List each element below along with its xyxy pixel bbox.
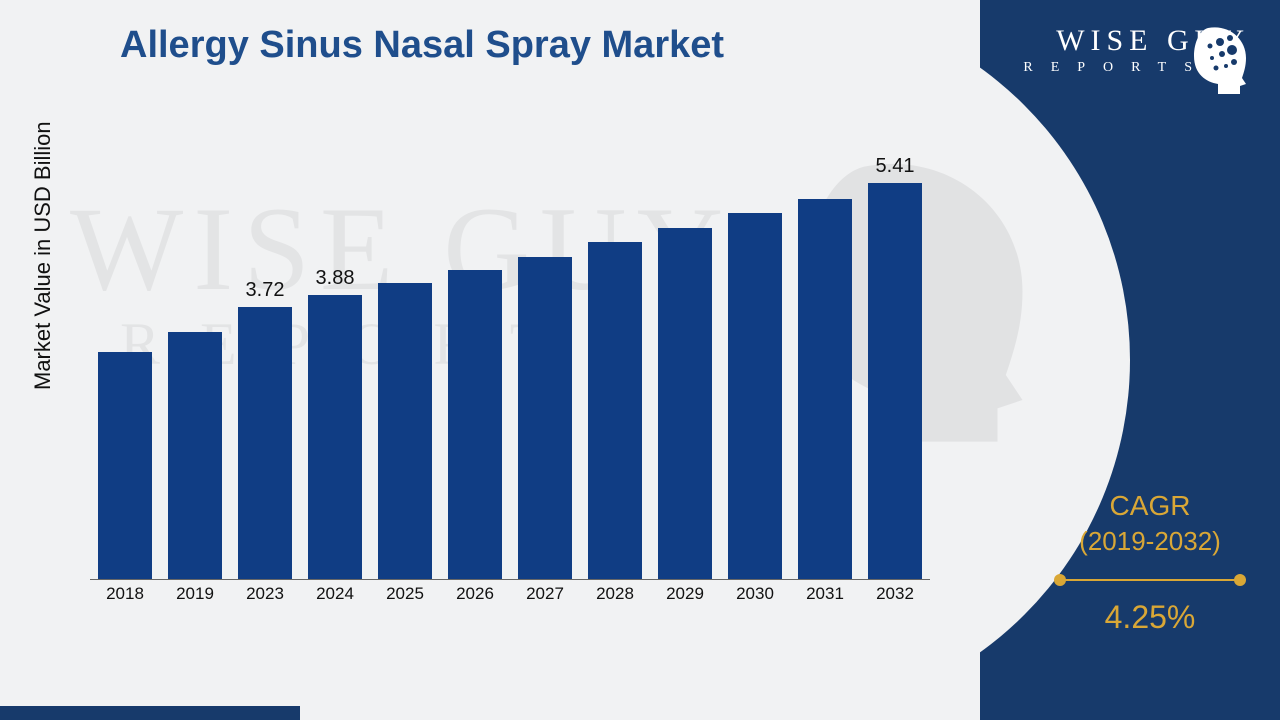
- bar: [658, 228, 712, 579]
- bar-value-label: 3.72: [246, 279, 285, 302]
- bar-rect: [658, 228, 712, 579]
- bar: [518, 257, 572, 579]
- brand-logo: WISE GUY REPORTS: [1000, 24, 1250, 104]
- bar: [798, 199, 852, 579]
- x-tick: 2028: [588, 584, 642, 604]
- x-tick: 2023: [238, 584, 292, 604]
- x-tick: 2024: [308, 584, 362, 604]
- bar: 3.72: [238, 307, 292, 579]
- bar-chart: Market Value in USD Billion 3.723.885.41…: [30, 140, 950, 670]
- x-tick: 2032: [868, 584, 922, 604]
- bar: 3.88: [308, 295, 362, 579]
- bar: [378, 283, 432, 579]
- x-tick: 2025: [378, 584, 432, 604]
- bar-rect: [238, 307, 292, 579]
- x-tick-labels: 2018 2019 2023 2024 2025 2026 2027 2028 2029 2030…: [90, 584, 930, 604]
- chart-title: Allergy Sinus Nasal Spray Market: [120, 24, 724, 67]
- cagr-years: (2019-2032): [1020, 526, 1280, 557]
- bar-value-label: 3.88: [316, 267, 355, 290]
- x-tick: 2030: [728, 584, 782, 604]
- bar: [728, 213, 782, 579]
- head-icon: [1188, 24, 1250, 96]
- bar-rect: [98, 352, 152, 579]
- x-tick: 2018: [98, 584, 152, 604]
- bar-rect: [378, 283, 432, 579]
- bars-container: 3.72 3.88 5.41: [90, 140, 930, 579]
- bar-rect: [518, 257, 572, 579]
- bar: [448, 270, 502, 579]
- cagr-label: CAGR: [1020, 490, 1280, 522]
- y-axis-label: Market Value in USD Billion: [30, 121, 56, 390]
- x-tick: 2031: [798, 584, 852, 604]
- bar: [98, 352, 152, 579]
- bar-value-label: 5.41: [876, 155, 915, 178]
- bar: [588, 242, 642, 579]
- plot-area: 3.72 3.88 5.41: [90, 140, 930, 580]
- bar-rect: [728, 213, 782, 579]
- bar-rect: [168, 332, 222, 579]
- chart-stage: Allergy Sinus Nasal Spray Market WISE GU…: [0, 0, 1280, 720]
- cagr-value: 4.25%: [1020, 599, 1280, 636]
- bottom-strip: [0, 706, 300, 720]
- bar-rect: [308, 295, 362, 579]
- bar-rect: [588, 242, 642, 579]
- bar-rect: [798, 199, 852, 579]
- x-tick: 2029: [658, 584, 712, 604]
- x-axis-line: [90, 579, 930, 580]
- bar-rect: [448, 270, 502, 579]
- bar: [168, 332, 222, 579]
- x-tick: 2019: [168, 584, 222, 604]
- x-tick: 2026: [448, 584, 502, 604]
- bar-rect: [868, 183, 922, 579]
- cagr-block: CAGR (2019-2032) 4.25%: [1020, 490, 1280, 636]
- x-tick: 2027: [518, 584, 572, 604]
- cagr-divider: [1060, 579, 1240, 581]
- bar: 5.41: [868, 183, 922, 579]
